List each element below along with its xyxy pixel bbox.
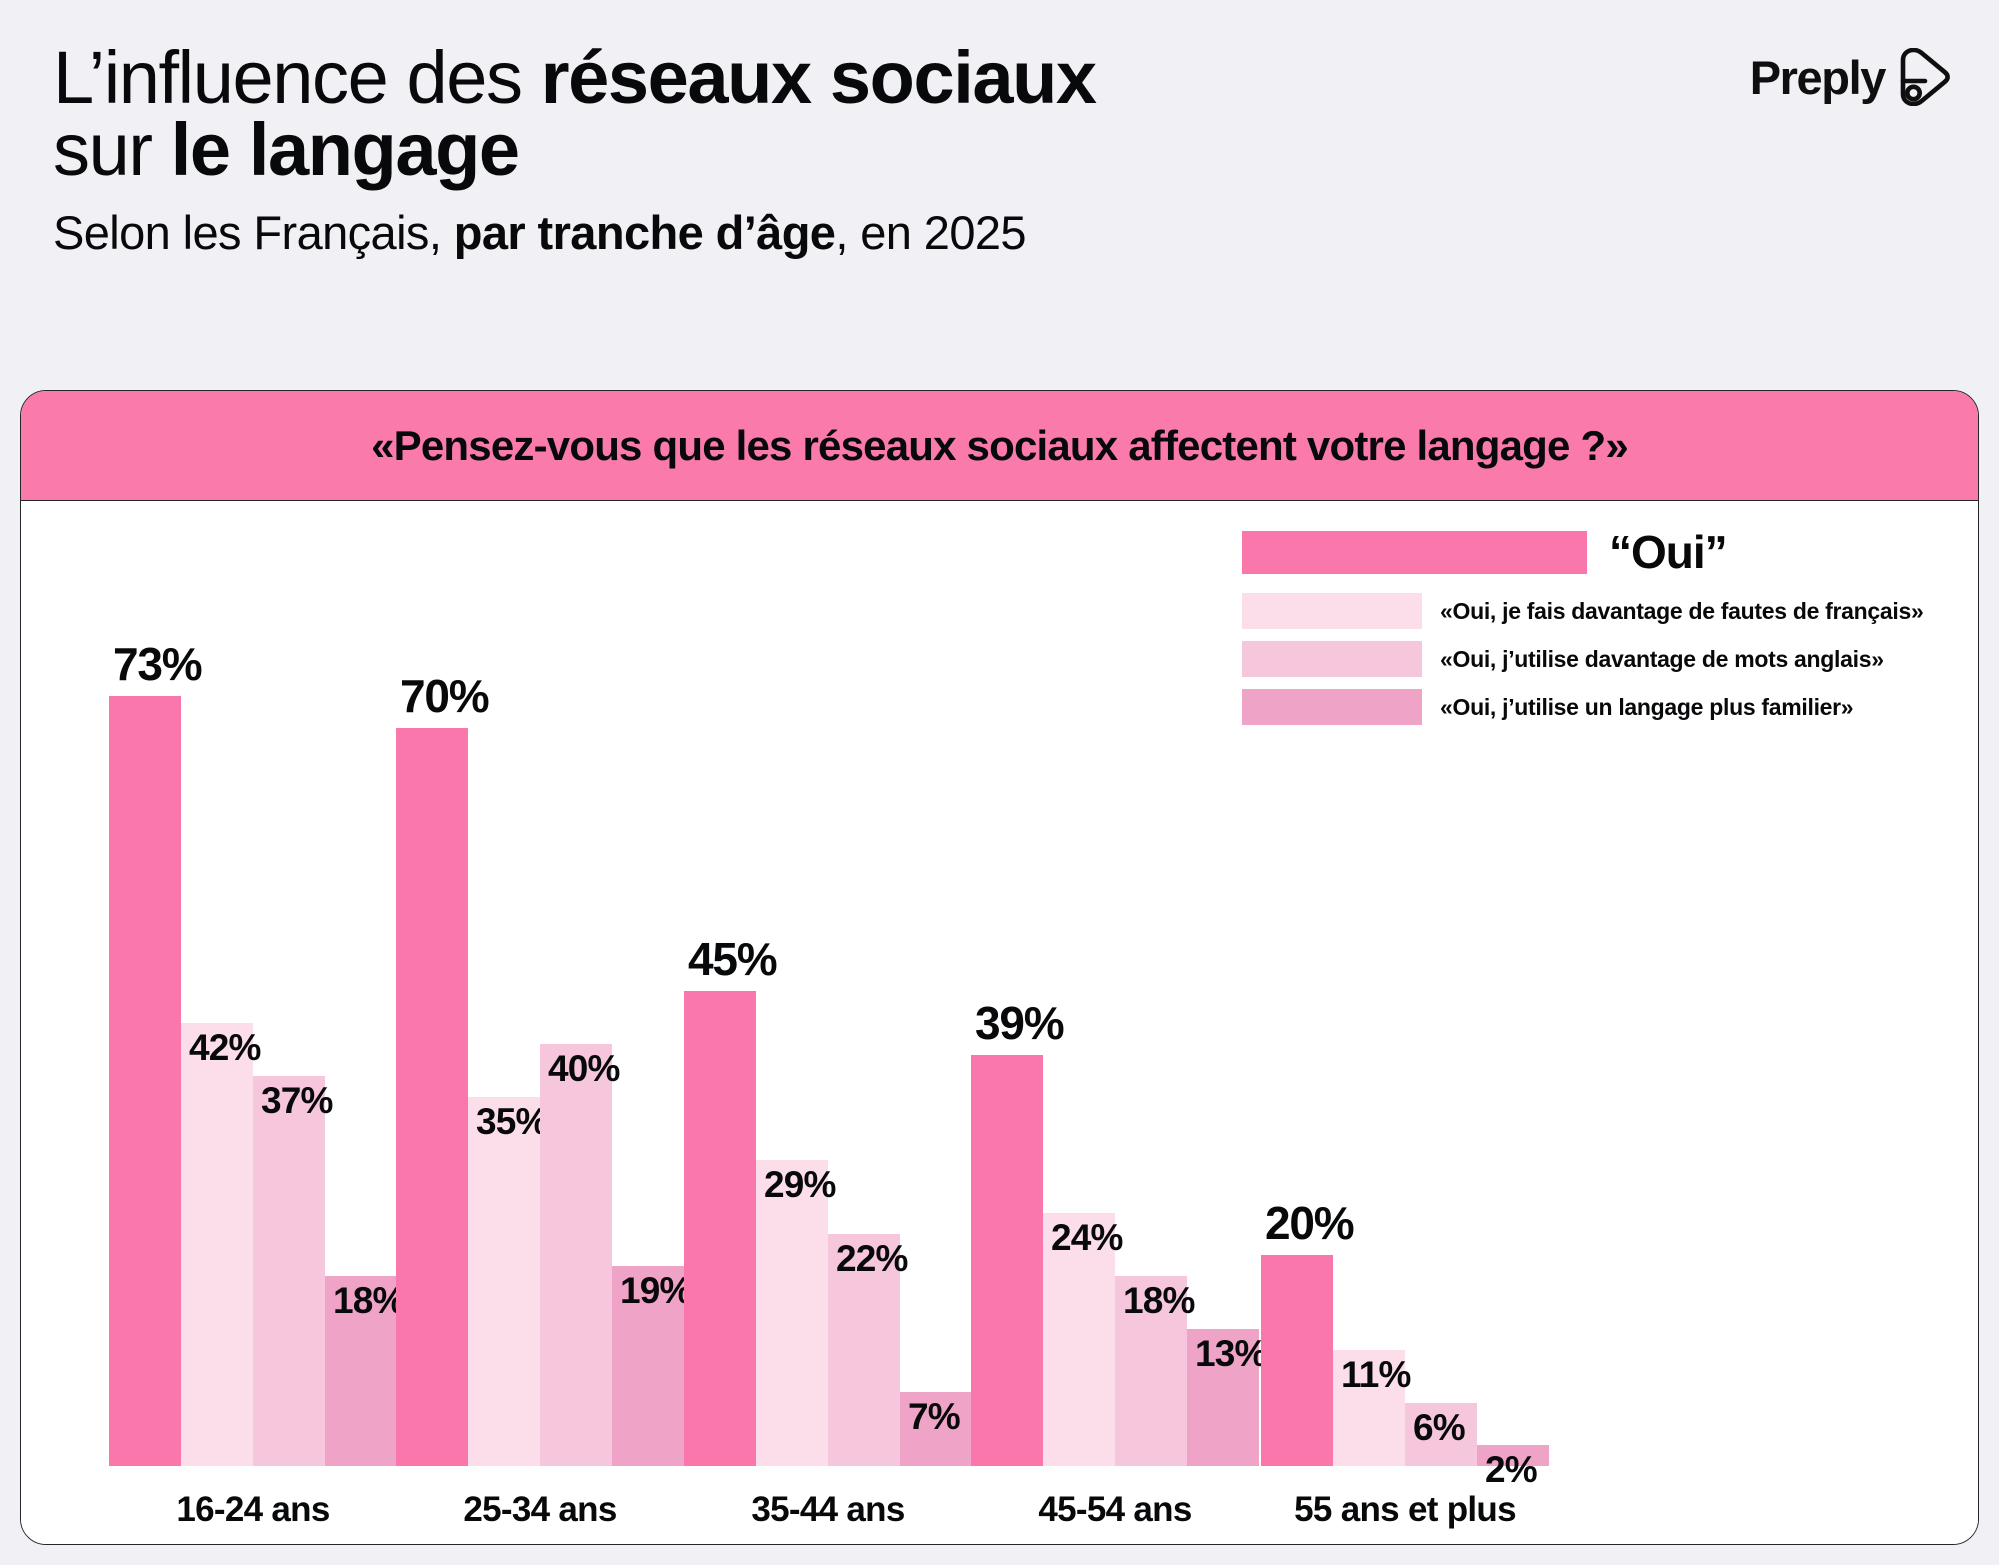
chart-bar-groups: 73% 42% 37% 18% 16-24 ans 70% 35% 40% 19% 25-34 a…	[21, 501, 1978, 1544]
legend-swatch-fautes	[1242, 593, 1422, 629]
title-line1-bold: réseaux sociaux	[540, 36, 1097, 119]
bar-value-label: 39%	[975, 996, 1065, 1049]
chart-question-text: «Pensez-vous que les réseaux sociaux aff…	[371, 421, 1629, 469]
legend-item-anglais: «Oui, j’utilise davantage de mots anglai…	[1242, 641, 1942, 677]
chart-plot-area: “Oui” «Oui, je fais davantage de fautes …	[21, 501, 1978, 1544]
bar-group: 45% 29% 22% 7% 35-44 ans	[684, 501, 972, 1544]
bar: 19%	[612, 1265, 692, 1466]
bar-group-bars: 39% 24% 18% 13%	[971, 1000, 1267, 1466]
bar: 11%	[1333, 1349, 1411, 1466]
bar: 18%	[325, 1276, 405, 1466]
chart-card: «Pensez-vous que les réseaux sociaux aff…	[20, 390, 1979, 1545]
bar: 39%	[971, 1000, 1065, 1466]
category-label: 55 ans et plus	[1294, 1490, 1516, 1529]
bar: 42%	[181, 1022, 261, 1466]
chart-question-banner: «Pensez-vous que les réseaux sociaux aff…	[21, 391, 1978, 501]
subtitle-bold: par tranche d’âge	[453, 205, 836, 259]
bar-value-label: 70%	[400, 669, 490, 722]
bar-value-label: 40%	[548, 1048, 620, 1089]
bar: 13%	[1187, 1328, 1267, 1466]
page-subtitle: Selon les Français, par tranche d’âge, e…	[53, 205, 1473, 259]
bar-group-bars: 70% 35% 40% 19%	[396, 673, 692, 1466]
legend-label-anglais: «Oui, j’utilise davantage de mots anglai…	[1440, 645, 1884, 672]
subtitle-pre: Selon les Français,	[53, 205, 454, 259]
category-label: 35-44 ans	[751, 1490, 905, 1529]
bar: 35%	[468, 1096, 548, 1466]
title-line1-thin: L’influence des	[53, 36, 541, 119]
bar-value-label: 2%	[1485, 1448, 1538, 1490]
category-label: 25-34 ans	[463, 1490, 617, 1529]
header-zone: L’influence des réseaux sociaux sur le l…	[0, 0, 1999, 380]
bar: 45%	[684, 936, 778, 1466]
bar-value-label: 13%	[1195, 1332, 1267, 1374]
bar-group: 70% 35% 40% 19% 25-34 ans	[396, 501, 692, 1544]
bar-value-label: 7%	[908, 1396, 961, 1438]
bar: 29%	[756, 1160, 836, 1466]
legend-item-familier: «Oui, j’utilise un langage plus familier…	[1242, 689, 1942, 725]
title-line2-bold: le langage	[170, 107, 520, 191]
title-line2-thin: sur	[53, 107, 171, 191]
bar-value-label: 42%	[189, 1026, 261, 1068]
legend-label-oui: “Oui”	[1609, 526, 1728, 578]
bar: 73%	[109, 641, 203, 1466]
legend-swatch-anglais	[1242, 641, 1422, 677]
bar: 7%	[900, 1392, 972, 1466]
bar-value-label: 29%	[764, 1164, 836, 1206]
legend-item-fautes: «Oui, je fais davantage de fautes de fra…	[1242, 593, 1942, 629]
preply-logo[interactable]: Preply	[1750, 48, 1951, 106]
bar: 22%	[828, 1233, 908, 1466]
bar: 70%	[396, 673, 490, 1466]
bar-value-label: 22%	[836, 1237, 908, 1279]
page-title: L’influence des réseaux sociaux sur le l…	[53, 41, 1473, 187]
bar-value-label: 24%	[1051, 1216, 1123, 1258]
preply-play-bubble-icon	[1900, 48, 1950, 106]
bar-value-label: 20%	[1265, 1197, 1355, 1249]
legend-label-familier: «Oui, j’utilise un langage plus familier…	[1440, 693, 1854, 720]
bar-group-bars: 73% 42% 37% 18%	[109, 641, 405, 1466]
bar-group: 20% 11% 6% 2% 55 ans et plus	[1261, 501, 1549, 1544]
bar-group: 73% 42% 37% 18% 16-24 ans	[109, 501, 405, 1544]
bar-value-label: 45%	[688, 933, 778, 986]
legend-item-oui: “Oui”	[1242, 525, 1942, 579]
category-label: 45-54 ans	[1038, 1490, 1192, 1529]
bar-value-label: 11%	[1341, 1353, 1411, 1395]
bar: 24%	[1043, 1212, 1123, 1466]
legend-label-fautes: «Oui, je fais davantage de fautes de fra…	[1440, 597, 1924, 624]
preply-logo-text: Preply	[1749, 50, 1887, 104]
title-block: L’influence des réseaux sociaux sur le l…	[53, 41, 1473, 259]
bar: 6%	[1405, 1402, 1477, 1466]
bar-value-label: 73%	[113, 637, 203, 690]
bar-group: 39% 24% 18% 13% 45-54 ans	[971, 501, 1267, 1544]
bar-value-label: 18%	[1123, 1280, 1195, 1322]
bar-value-label: 6%	[1413, 1406, 1466, 1448]
bar-value-label: 19%	[620, 1269, 692, 1311]
bar: 2%	[1477, 1444, 1549, 1488]
bar: 18%	[1115, 1276, 1195, 1466]
bar-value-label: 37%	[261, 1079, 333, 1121]
legend-swatch-familier	[1242, 689, 1422, 725]
chart-legend: “Oui” «Oui, je fais davantage de fautes …	[1242, 525, 1942, 737]
bar: 40%	[540, 1044, 620, 1466]
bar: 37%	[253, 1075, 333, 1466]
subtitle-post: , en 2025	[835, 205, 1026, 259]
bar-value-label: 35%	[476, 1100, 548, 1142]
bar-value-label: 18%	[333, 1280, 405, 1322]
legend-swatch-oui	[1242, 530, 1587, 574]
bar-group-bars: 45% 29% 22% 7%	[684, 936, 972, 1466]
bar-group-bars: 20% 11% 6% 2%	[1261, 1200, 1549, 1488]
bar: 20%	[1261, 1200, 1355, 1466]
category-label: 16-24 ans	[176, 1490, 330, 1529]
